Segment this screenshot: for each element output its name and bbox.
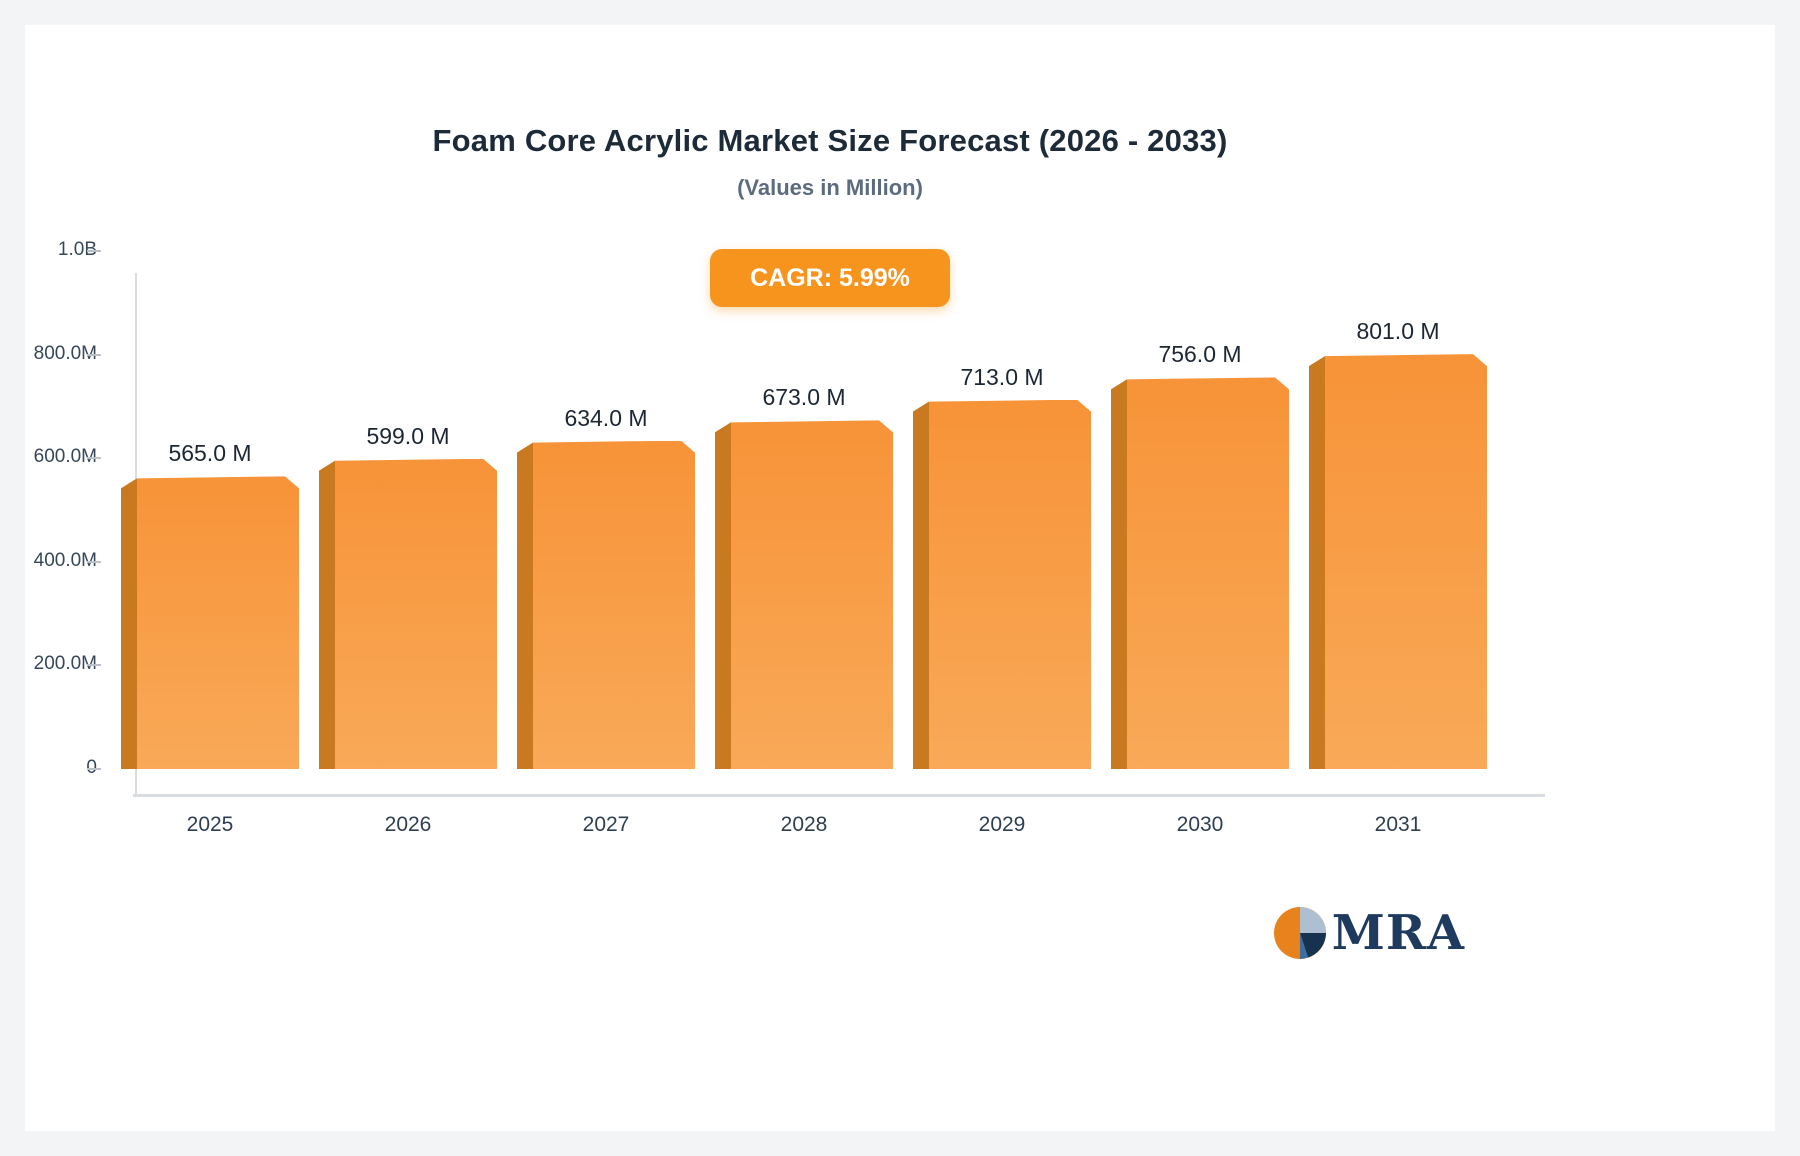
cagr-badge: CAGR: 5.99% [710, 249, 950, 307]
y-tick-mark [87, 560, 101, 563]
bar-value-label: 634.0 M [564, 404, 648, 431]
x-tick-label-2027: 2027 [582, 813, 630, 836]
y-tick-label: 0 [25, 757, 97, 779]
chart-subtitle: (Values in Million) [737, 175, 923, 200]
bar-2030 [1111, 377, 1289, 769]
x-tick-label-2029: 2029 [978, 813, 1026, 836]
x-tick-label-2026: 2026 [384, 813, 432, 836]
y-tick-mark [87, 768, 101, 770]
bar-2028 [715, 420, 893, 769]
brand-logo: MRA [1272, 905, 1465, 961]
bar-2029 [913, 400, 1091, 769]
bar-2025 [121, 476, 299, 769]
bar-2026 [319, 459, 497, 769]
bar-2027 [517, 441, 695, 769]
y-tick-label: 400.0M [33, 549, 97, 571]
x-tick-label-2030: 2030 [1176, 813, 1224, 836]
bar-2031 [1309, 354, 1487, 769]
x-tick-label-2028: 2028 [780, 813, 828, 836]
y-tick-mark [87, 664, 101, 667]
y-tick-label: 1.0B [57, 239, 97, 260]
y-tick-mark [87, 250, 101, 252]
y-tick-label: 800.0M [33, 342, 97, 364]
bar-value-label: 673.0 M [762, 384, 846, 411]
logo-text: MRA [1331, 905, 1465, 961]
y-tick-label: 200.0M [33, 653, 97, 675]
x-tick-label-2031: 2031 [1374, 813, 1422, 836]
y-tick-mark [87, 353, 101, 356]
chart-card: Foam Core Acrylic Market Size Forecast (… [25, 25, 1775, 1131]
bar-value-label: 801.0 M [1356, 318, 1440, 345]
x-axis-line [133, 794, 1545, 797]
chart-title: Foam Core Acrylic Market Size Forecast (… [432, 123, 1228, 158]
bar-value-label: 565.0 M [168, 440, 252, 467]
logo-pie-icon [1273, 907, 1326, 959]
cagr-badge-label: CAGR: 5.99% [750, 263, 910, 292]
bar-value-label: 713.0 M [960, 363, 1044, 390]
y-tick-label: 600.0M [33, 446, 97, 468]
bar-value-label: 756.0 M [1158, 341, 1242, 368]
bar-value-label: 599.0 M [366, 422, 450, 449]
x-tick-label-2025: 2025 [186, 813, 234, 836]
y-tick-mark [87, 457, 101, 460]
